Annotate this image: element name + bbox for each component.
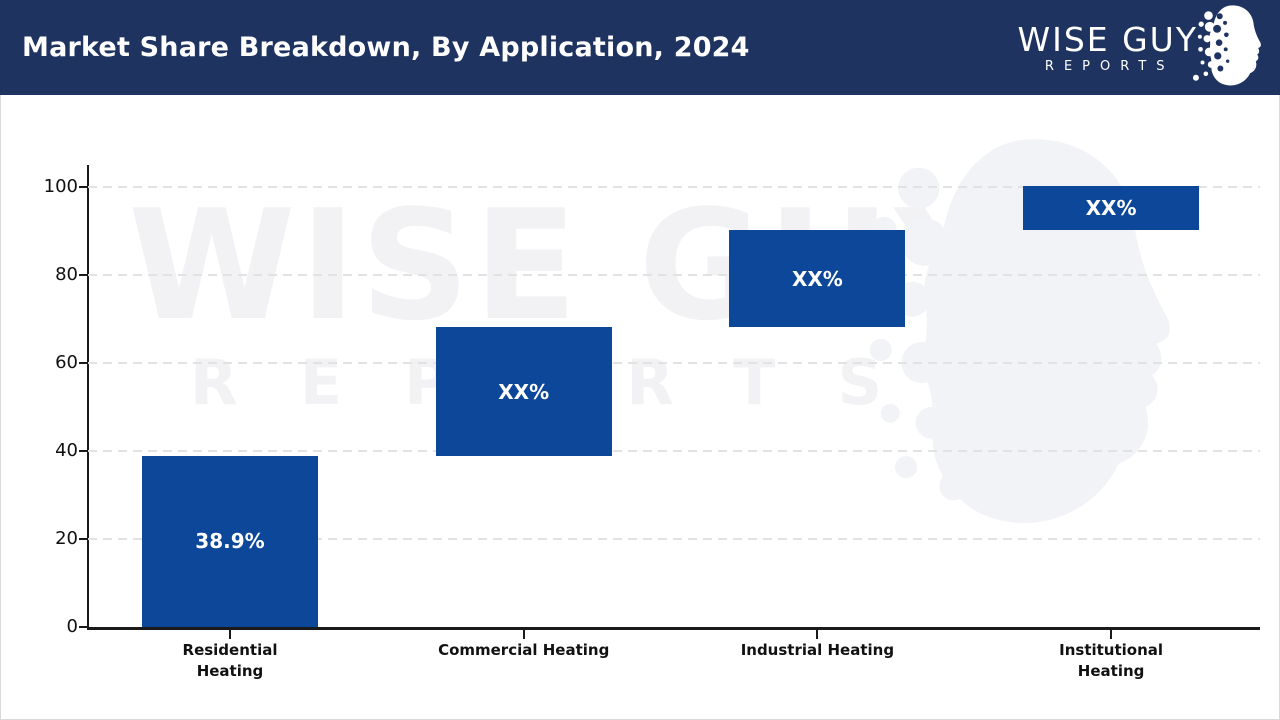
bar-value-label: XX%: [791, 266, 843, 291]
x-tick-label: Industrial Heating: [740, 641, 895, 659]
gridline: [88, 538, 1260, 540]
x-tick-label: Commercial Heating: [438, 641, 610, 659]
x-tick-mark: [816, 630, 819, 639]
gridline: [88, 450, 1260, 452]
y-tick-label: 40: [55, 440, 78, 461]
bar-value-label: 38.9%: [195, 529, 265, 554]
y-tick-mark: [79, 538, 88, 540]
y-tick-label: 80: [55, 264, 78, 285]
bar: XX%: [729, 229, 906, 328]
x-tick-label: Institutional Heating: [1059, 641, 1164, 680]
brand-logo: WISE GUY REPORTS: [1017, 5, 1266, 88]
bar-value-label: XX%: [1085, 195, 1137, 220]
page-title: Market Share Breakdown, By Application, …: [22, 32, 750, 63]
brand-wordmark: WISE GUY REPORTS: [1017, 19, 1198, 74]
bar-value-label: XX%: [498, 379, 550, 404]
header-bar: Market Share Breakdown, By Application, …: [0, 0, 1280, 95]
y-tick-label: 60: [55, 352, 78, 373]
y-tick-mark: [79, 186, 88, 188]
y-tick-mark: [79, 450, 88, 452]
brand-wordmark-top: WISE GUY: [1017, 19, 1198, 59]
bar: XX%: [435, 327, 612, 456]
gridline: [88, 274, 1260, 276]
y-tick-label: 100: [43, 176, 78, 197]
x-tick-mark: [1110, 630, 1113, 639]
y-tick-label: 0: [66, 616, 78, 637]
y-axis-spine: [87, 165, 89, 629]
y-tick-mark: [79, 626, 88, 628]
bar: XX%: [1023, 186, 1200, 230]
x-tick-label: Residential Heating: [182, 641, 278, 680]
gridline: [88, 362, 1260, 364]
x-axis-spine: [87, 627, 1260, 630]
x-tick-mark: [229, 630, 231, 639]
y-tick-mark: [79, 362, 88, 364]
y-tick-mark: [79, 274, 88, 276]
y-tick-label: 20: [55, 528, 78, 549]
x-tick-mark: [522, 630, 525, 639]
brand-head-icon: [1192, 5, 1261, 86]
gridline: [88, 186, 1260, 188]
bar: 38.9%: [142, 455, 318, 627]
brand-wordmark-bottom: REPORTS: [1044, 58, 1175, 74]
